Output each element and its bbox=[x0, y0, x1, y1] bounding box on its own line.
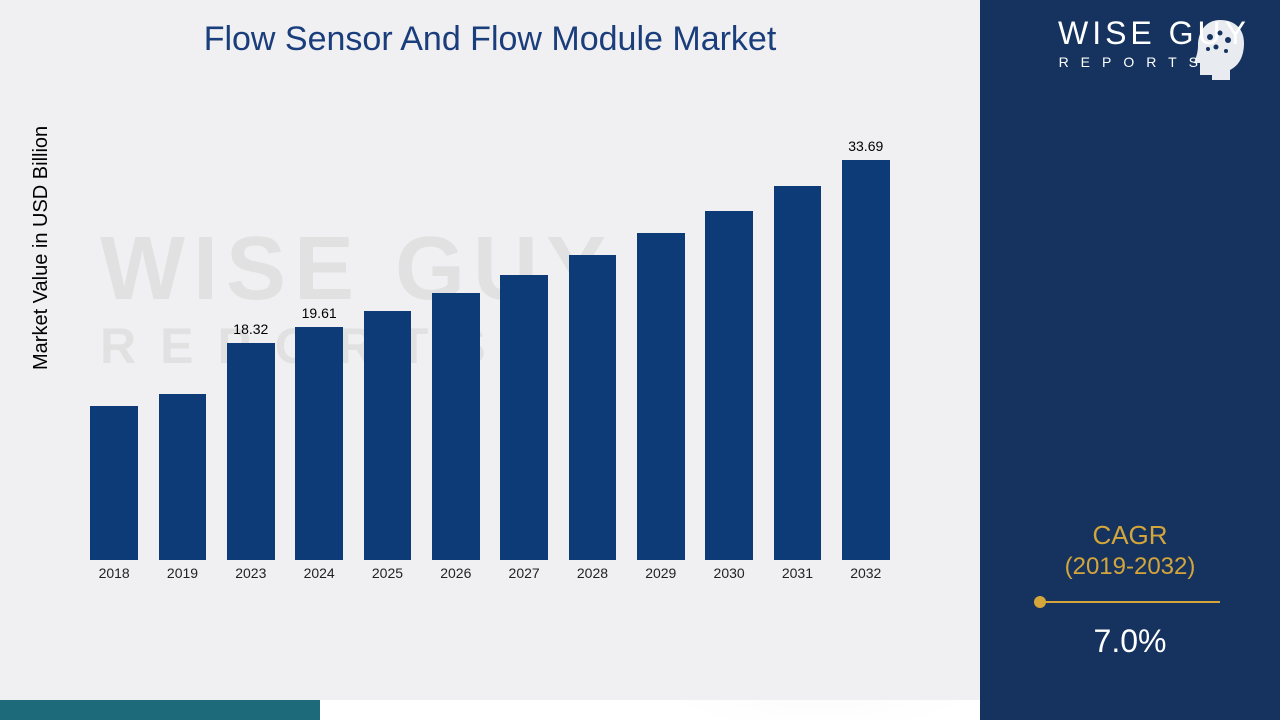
bars-container: 18.3219.6133.69 bbox=[80, 160, 900, 560]
x-tick-label: 2023 bbox=[217, 565, 285, 581]
bar bbox=[705, 211, 753, 560]
bar-value-label: 19.61 bbox=[302, 305, 337, 321]
x-tick-label: 2027 bbox=[490, 565, 558, 581]
x-tick-label: 2028 bbox=[558, 565, 626, 581]
bar bbox=[159, 394, 207, 560]
x-tick-label: 2026 bbox=[422, 565, 490, 581]
bar-wrap: 33.69 bbox=[832, 160, 900, 560]
cagr-years: (2019-2032) bbox=[1010, 553, 1250, 581]
bar-value-label: 18.32 bbox=[233, 321, 268, 337]
x-tick-label: 2030 bbox=[695, 565, 763, 581]
x-tick-label: 2025 bbox=[353, 565, 421, 581]
cagr-label: CAGR bbox=[1010, 520, 1250, 551]
x-tick-label: 2019 bbox=[148, 565, 216, 581]
cagr-divider bbox=[1040, 601, 1220, 603]
bar bbox=[295, 327, 343, 560]
side-panel: WISE GUY REPORTS CAGR (2019-2032) 7.0% bbox=[980, 0, 1280, 720]
cagr-block: CAGR (2019-2032) 7.0% bbox=[1010, 520, 1250, 660]
x-tick-label: 2018 bbox=[80, 565, 148, 581]
cagr-dot-icon bbox=[1034, 596, 1046, 608]
bar-wrap bbox=[422, 293, 490, 560]
footer-bar bbox=[0, 700, 320, 720]
bar bbox=[774, 186, 822, 560]
y-axis-label: Market Value in USD Billion bbox=[30, 126, 53, 370]
head-icon bbox=[1190, 15, 1250, 85]
bar bbox=[500, 275, 548, 560]
bar bbox=[842, 160, 890, 560]
x-tick-label: 2032 bbox=[832, 565, 900, 581]
bar-wrap bbox=[148, 394, 216, 560]
bar-wrap bbox=[490, 275, 558, 560]
x-ticks: 2018201920232024202520262027202820292030… bbox=[80, 565, 900, 581]
logo: WISE GUY REPORTS bbox=[990, 15, 1250, 70]
bar bbox=[227, 343, 275, 561]
x-tick-label: 2031 bbox=[763, 565, 831, 581]
chart-title: Flow Sensor And Flow Module Market bbox=[0, 20, 980, 59]
bar bbox=[432, 293, 480, 560]
x-tick-label: 2024 bbox=[285, 565, 353, 581]
bar-wrap: 18.32 bbox=[217, 343, 285, 561]
bar bbox=[637, 233, 685, 560]
bar-wrap bbox=[763, 186, 831, 560]
cagr-value: 7.0% bbox=[1010, 623, 1250, 660]
bar-wrap bbox=[695, 211, 763, 560]
bar-wrap bbox=[558, 255, 626, 560]
bar-wrap bbox=[627, 233, 695, 560]
plot-area: 18.3219.6133.69 bbox=[80, 160, 900, 560]
canvas: WISE GUY REPORTS Flow Sensor And Flow Mo… bbox=[0, 0, 1280, 720]
bar-wrap bbox=[353, 311, 421, 560]
bar bbox=[569, 255, 617, 560]
bar-value-label: 33.69 bbox=[848, 138, 883, 154]
bar bbox=[364, 311, 412, 560]
x-tick-label: 2029 bbox=[627, 565, 695, 581]
bar bbox=[90, 406, 138, 560]
bar-wrap bbox=[80, 406, 148, 560]
bar-wrap: 19.61 bbox=[285, 327, 353, 560]
